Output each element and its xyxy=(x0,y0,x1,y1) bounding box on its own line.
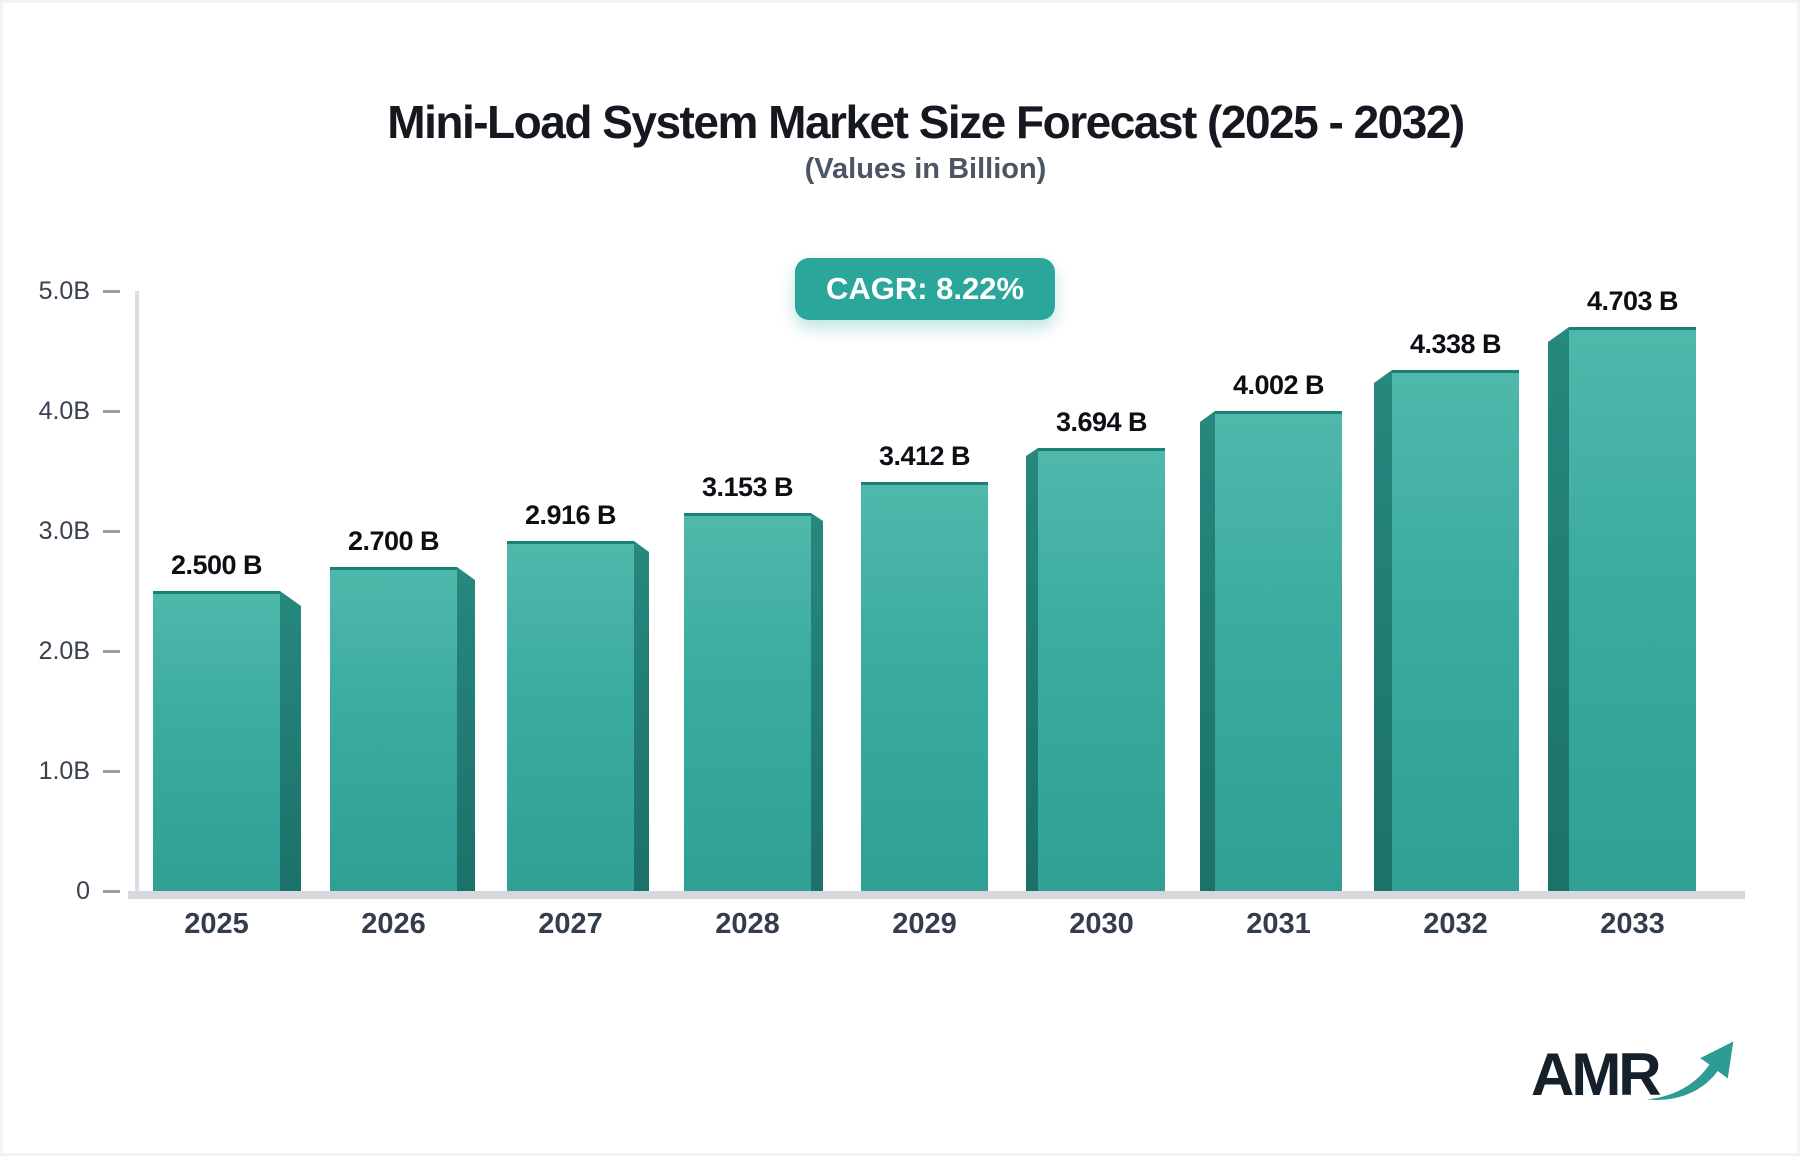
bar-value-label: 3.694 B xyxy=(1055,407,1148,437)
x-tick-label: 2025 xyxy=(184,908,249,940)
bar-value-label: 2.916 B xyxy=(524,500,617,530)
y-tick-dash xyxy=(103,410,120,413)
bar xyxy=(1569,327,1696,891)
growth-arrow-icon xyxy=(1645,1038,1737,1109)
bar-side-face xyxy=(280,591,301,891)
y-tick-dash xyxy=(103,770,120,773)
y-axis-line xyxy=(135,291,139,891)
bar xyxy=(861,482,988,891)
x-tick-label: 2033 xyxy=(1600,908,1665,940)
y-tick-label: 5.0B xyxy=(38,277,90,305)
y-tick-label: 2.0B xyxy=(38,637,90,665)
bar xyxy=(1038,448,1165,891)
bar xyxy=(684,513,811,891)
y-tick-label: 0 xyxy=(76,877,90,905)
x-tick-label: 2028 xyxy=(715,908,780,940)
bar xyxy=(1215,411,1342,891)
bar-side-face xyxy=(1374,370,1392,891)
amr-logo-text: AMR xyxy=(1531,1041,1662,1108)
bar-side-face xyxy=(1026,448,1038,891)
bar-side-face xyxy=(1548,327,1569,891)
bar-side-face xyxy=(457,567,475,891)
bar-side-face xyxy=(811,513,823,891)
bar-value-label: 3.412 B xyxy=(878,441,971,471)
chart-subtitle: (Values in Billion) xyxy=(804,153,1047,185)
bar xyxy=(507,541,634,891)
x-tick-label: 2030 xyxy=(1069,908,1134,940)
amr-logo: AMR xyxy=(1531,1035,1733,1115)
bar-value-label: 3.153 B xyxy=(701,472,794,502)
y-tick-label: 4.0B xyxy=(38,397,90,425)
bar-value-label: 4.703 B xyxy=(1586,286,1679,316)
bar-value-label: 4.002 B xyxy=(1232,370,1325,400)
bar xyxy=(330,567,457,891)
chart-title: Mini-Load System Market Size Forecast (2… xyxy=(387,96,1465,148)
bar-side-face xyxy=(1200,411,1215,891)
bar-value-label: 2.700 B xyxy=(347,526,440,556)
x-baseline xyxy=(128,891,1745,899)
bar-value-label: 4.338 B xyxy=(1409,329,1502,359)
x-tick-label: 2027 xyxy=(538,908,603,940)
y-tick-dash xyxy=(103,290,120,293)
x-tick-label: 2026 xyxy=(361,908,426,940)
y-tick-label: 3.0B xyxy=(38,517,90,545)
bar xyxy=(1392,370,1519,891)
bar-side-face xyxy=(634,541,649,891)
plot-area: 5.0B 4.0B 3.0B 2.0B 1.0B 0 2.500 B 2025 2.700 B 2… xyxy=(39,277,1745,940)
x-tick-label: 2031 xyxy=(1246,908,1311,940)
x-tick-label: 2029 xyxy=(892,908,957,940)
y-tick-label: 1.0B xyxy=(38,757,90,785)
bar-value-label: 2.500 B xyxy=(170,550,263,580)
y-tick-dash xyxy=(103,890,120,893)
y-tick-dash xyxy=(103,530,120,533)
bar xyxy=(153,591,280,891)
y-tick-dash xyxy=(103,650,120,653)
cagr-badge: CAGR: 8.22% xyxy=(794,258,1056,320)
x-tick-label: 2032 xyxy=(1423,908,1488,940)
